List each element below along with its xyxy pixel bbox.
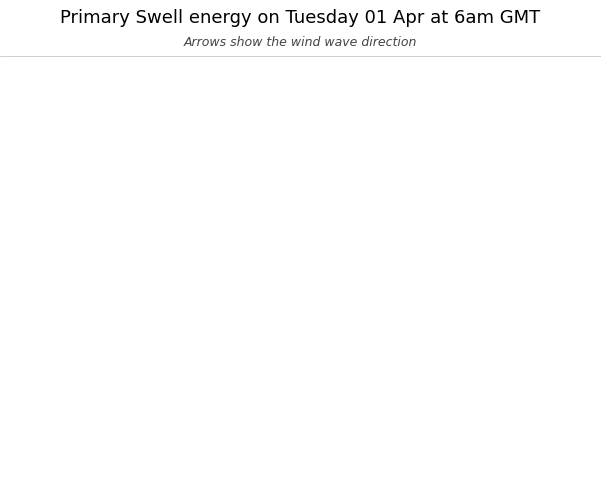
Text: Arrows show the wind wave direction: Arrows show the wind wave direction [184,36,417,49]
Text: Primary Swell energy on Tuesday 01 Apr at 6am GMT: Primary Swell energy on Tuesday 01 Apr a… [60,9,541,27]
Text: cartopy required: cartopy required [219,262,382,281]
